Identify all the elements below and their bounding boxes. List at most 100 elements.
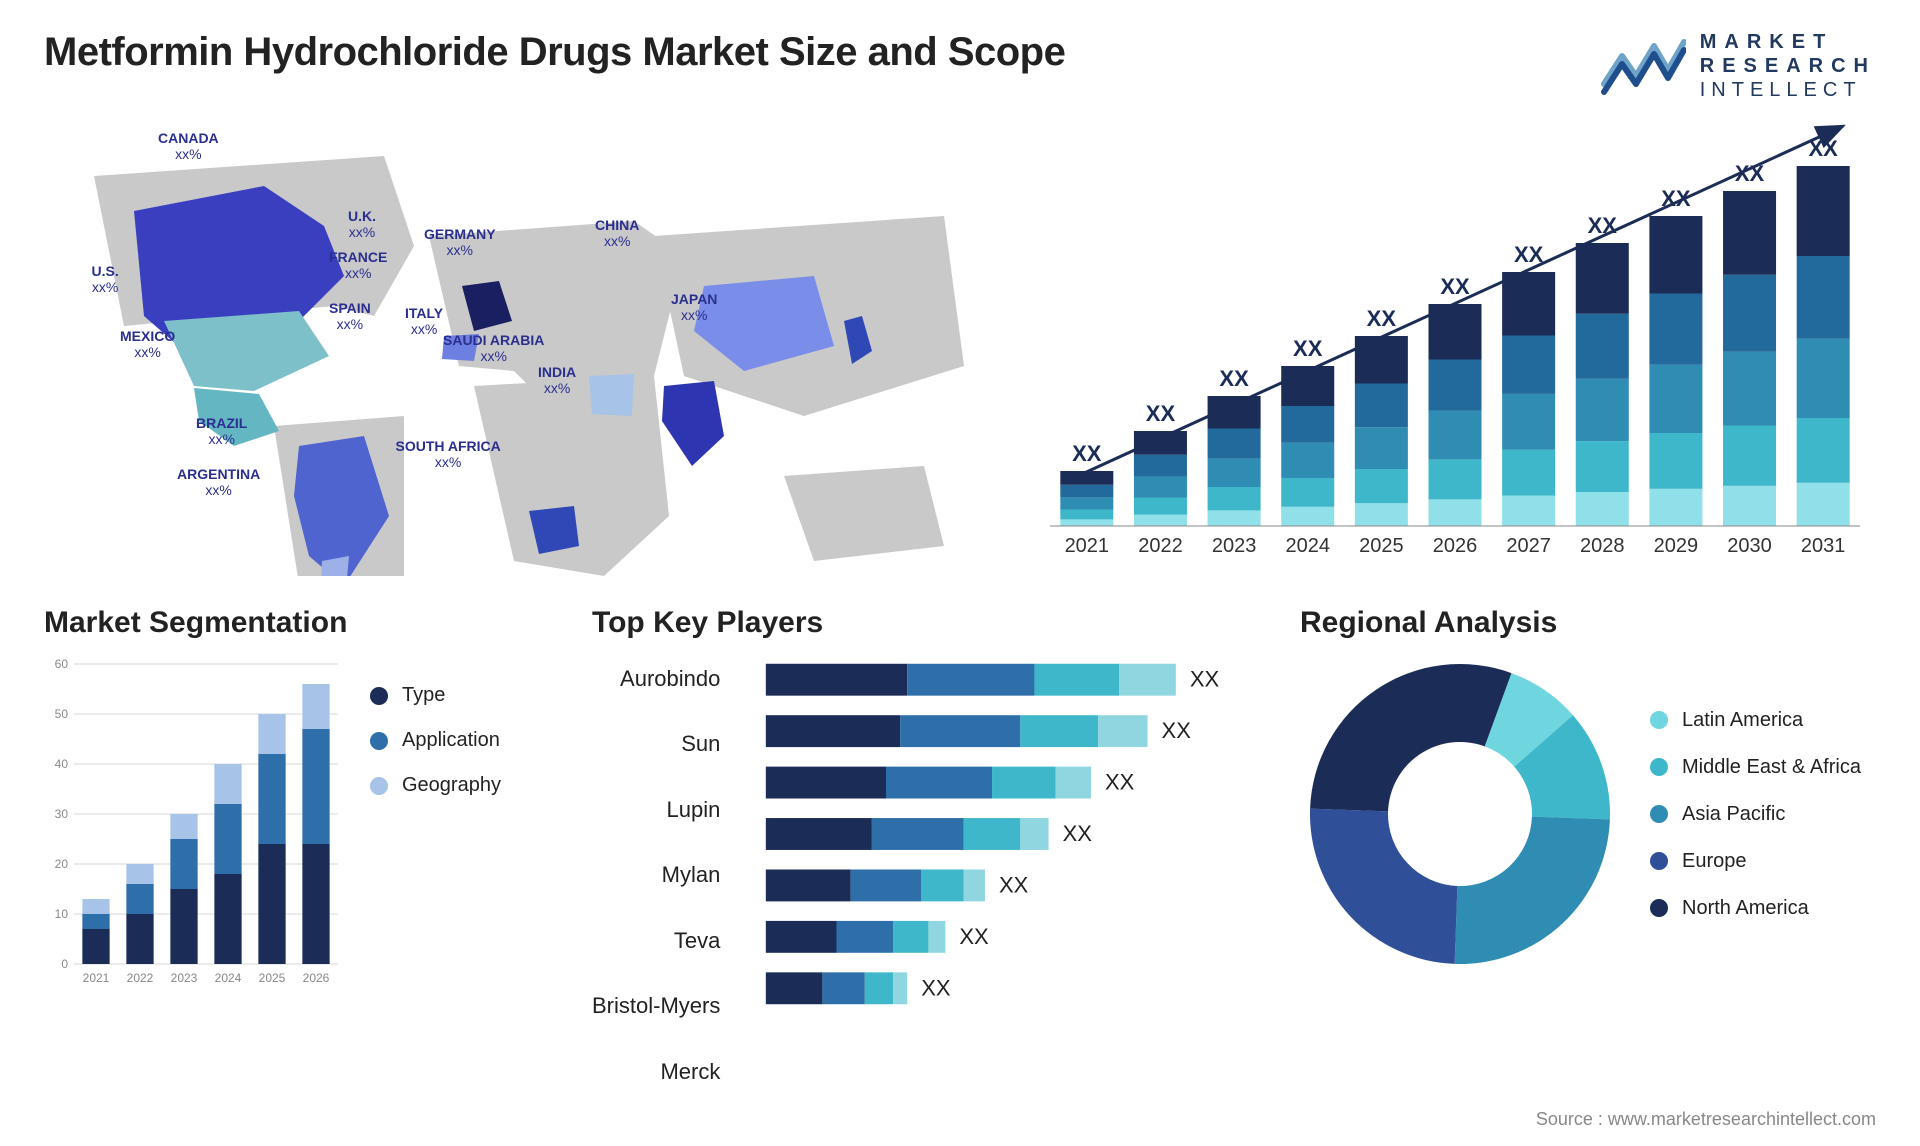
brand-logo: MARKET RESEARCH INTELLECT [1600, 30, 1876, 102]
svg-text:2025: 2025 [1359, 535, 1404, 557]
svg-text:XX: XX [1063, 821, 1093, 846]
svg-text:XX: XX [1219, 366, 1249, 391]
map-label: SPAINxx% [329, 300, 371, 332]
svg-text:2029: 2029 [1654, 535, 1699, 557]
map-label: SAUDI ARABIAxx% [443, 332, 544, 364]
map-label: CANADAxx% [158, 130, 219, 162]
svg-text:2021: 2021 [1065, 535, 1110, 557]
player-name: Merck [592, 1053, 720, 1104]
map-label: U.S.xx% [92, 263, 119, 295]
segmentation-legend: Type Application Geography [370, 654, 501, 1036]
svg-text:30: 30 [55, 807, 69, 821]
header: Metformin Hydrochloride Drugs Market Siz… [44, 30, 1876, 102]
legend-label: Asia Pacific [1682, 803, 1785, 826]
legend-row: Latin America [1650, 709, 1861, 732]
svg-text:10: 10 [55, 907, 69, 921]
map-label: ARGENTINAxx% [177, 466, 260, 498]
regional-legend: Latin America Middle East & Africa Asia Pa… [1650, 709, 1861, 920]
legend-swatch [1650, 805, 1668, 823]
map-label: MEXICOxx% [120, 328, 175, 360]
svg-text:2026: 2026 [303, 971, 330, 985]
legend-row: Asia Pacific [1650, 803, 1861, 826]
svg-text:2023: 2023 [171, 971, 198, 985]
legend-swatch [370, 732, 388, 750]
svg-text:2027: 2027 [1506, 535, 1551, 557]
svg-text:2030: 2030 [1727, 535, 1772, 557]
legend-label: North America [1682, 897, 1809, 920]
svg-text:20: 20 [55, 857, 69, 871]
regional-donut-svg [1300, 654, 1620, 974]
svg-text:2028: 2028 [1580, 535, 1625, 557]
legend-label: Middle East & Africa [1682, 756, 1861, 779]
player-name: Mylan [592, 856, 720, 907]
svg-text:XX: XX [1146, 401, 1176, 426]
map-label: FRANCExx% [329, 249, 387, 281]
legend-row: Europe [1650, 850, 1861, 873]
map-label: SOUTH AFRICAxx% [396, 438, 501, 470]
player-name: Aurobindo [592, 660, 720, 711]
legend-label: Europe [1682, 850, 1747, 873]
svg-text:XX: XX [1440, 274, 1470, 299]
map-label: U.K.xx% [348, 208, 376, 240]
svg-text:2024: 2024 [215, 971, 242, 985]
world-map-panel: CANADAxx% U.S.xx% MEXICOxx% BRAZILxx% ARGENT… [44, 116, 994, 576]
legend-row: Geography [370, 774, 501, 797]
svg-text:2023: 2023 [1212, 535, 1257, 557]
legend-swatch [1650, 711, 1668, 729]
legend-swatch [370, 777, 388, 795]
svg-text:XX: XX [922, 975, 952, 1000]
player-name: Bristol-Myers [592, 987, 720, 1038]
logo-text-line1: MARKET [1700, 30, 1876, 54]
legend-label: Latin America [1682, 709, 1803, 732]
regional-title: Regional Analysis [1300, 606, 1876, 640]
map-label: CHINAxx% [595, 217, 639, 249]
svg-text:XX: XX [1162, 718, 1192, 743]
svg-text:XX: XX [1367, 306, 1397, 331]
legend-swatch [1650, 899, 1668, 917]
svg-text:XX: XX [1072, 441, 1102, 466]
player-name: Lupin [592, 791, 720, 842]
svg-text:50: 50 [55, 707, 69, 721]
svg-text:2026: 2026 [1433, 535, 1478, 557]
segmentation-title: Market Segmentation [44, 606, 564, 640]
logo-text-line3: INTELLECT [1700, 78, 1876, 102]
segmentation-chart-svg: 0102030405060202120222023202420252026 [44, 654, 344, 994]
legend-swatch [1650, 852, 1668, 870]
svg-text:XX: XX [1514, 242, 1544, 267]
svg-text:XX: XX [1588, 213, 1618, 238]
map-label: ITALYxx% [405, 305, 443, 337]
legend-label: Geography [402, 774, 501, 797]
svg-text:0: 0 [61, 957, 68, 971]
logo-text-line2: RESEARCH [1700, 54, 1876, 78]
legend-row: Type [370, 684, 501, 707]
svg-text:XX: XX [1190, 667, 1220, 692]
page-title: Metformin Hydrochloride Drugs Market Siz… [44, 30, 1065, 75]
player-name: Sun [592, 725, 720, 776]
legend-row: Application [370, 729, 501, 752]
legend-row: Middle East & Africa [1650, 756, 1861, 779]
regional-panel: Regional Analysis Latin America Middle Ea… [1300, 606, 1876, 1036]
legend-swatch [1650, 758, 1668, 776]
svg-text:XX: XX [999, 872, 1029, 897]
map-label: BRAZILxx% [196, 415, 247, 447]
growth-chart-svg: XX2021XX2022XX2023XX2024XX2025XX2026XX20… [1034, 116, 1876, 576]
logo-mark-icon [1600, 36, 1686, 96]
player-name: Teva [592, 922, 720, 973]
key-players-panel: Top Key Players AurobindoSunLupinMylanTe… [592, 606, 1272, 1036]
legend-row: North America [1650, 897, 1861, 920]
legend-label: Type [402, 684, 445, 707]
legend-swatch [370, 687, 388, 705]
segmentation-panel: Market Segmentation 01020304050602021202… [44, 606, 564, 1036]
key-players-chart-svg: XXXXXXXXXXXXXX [740, 654, 1272, 1014]
svg-text:2021: 2021 [83, 971, 110, 985]
svg-text:2022: 2022 [127, 971, 154, 985]
svg-text:XX: XX [960, 924, 990, 949]
svg-text:2024: 2024 [1285, 535, 1330, 557]
map-label: INDIAxx% [538, 364, 576, 396]
svg-text:XX: XX [1293, 336, 1323, 361]
svg-text:60: 60 [55, 657, 69, 671]
source-label: Source : www.marketresearchintellect.com [1536, 1109, 1876, 1130]
players-name-col: Aurobindo Sun Lupin Mylan Teva Bristol-Myers M… [592, 654, 720, 1104]
map-label: GERMANYxx% [424, 226, 496, 258]
svg-text:2025: 2025 [259, 971, 286, 985]
